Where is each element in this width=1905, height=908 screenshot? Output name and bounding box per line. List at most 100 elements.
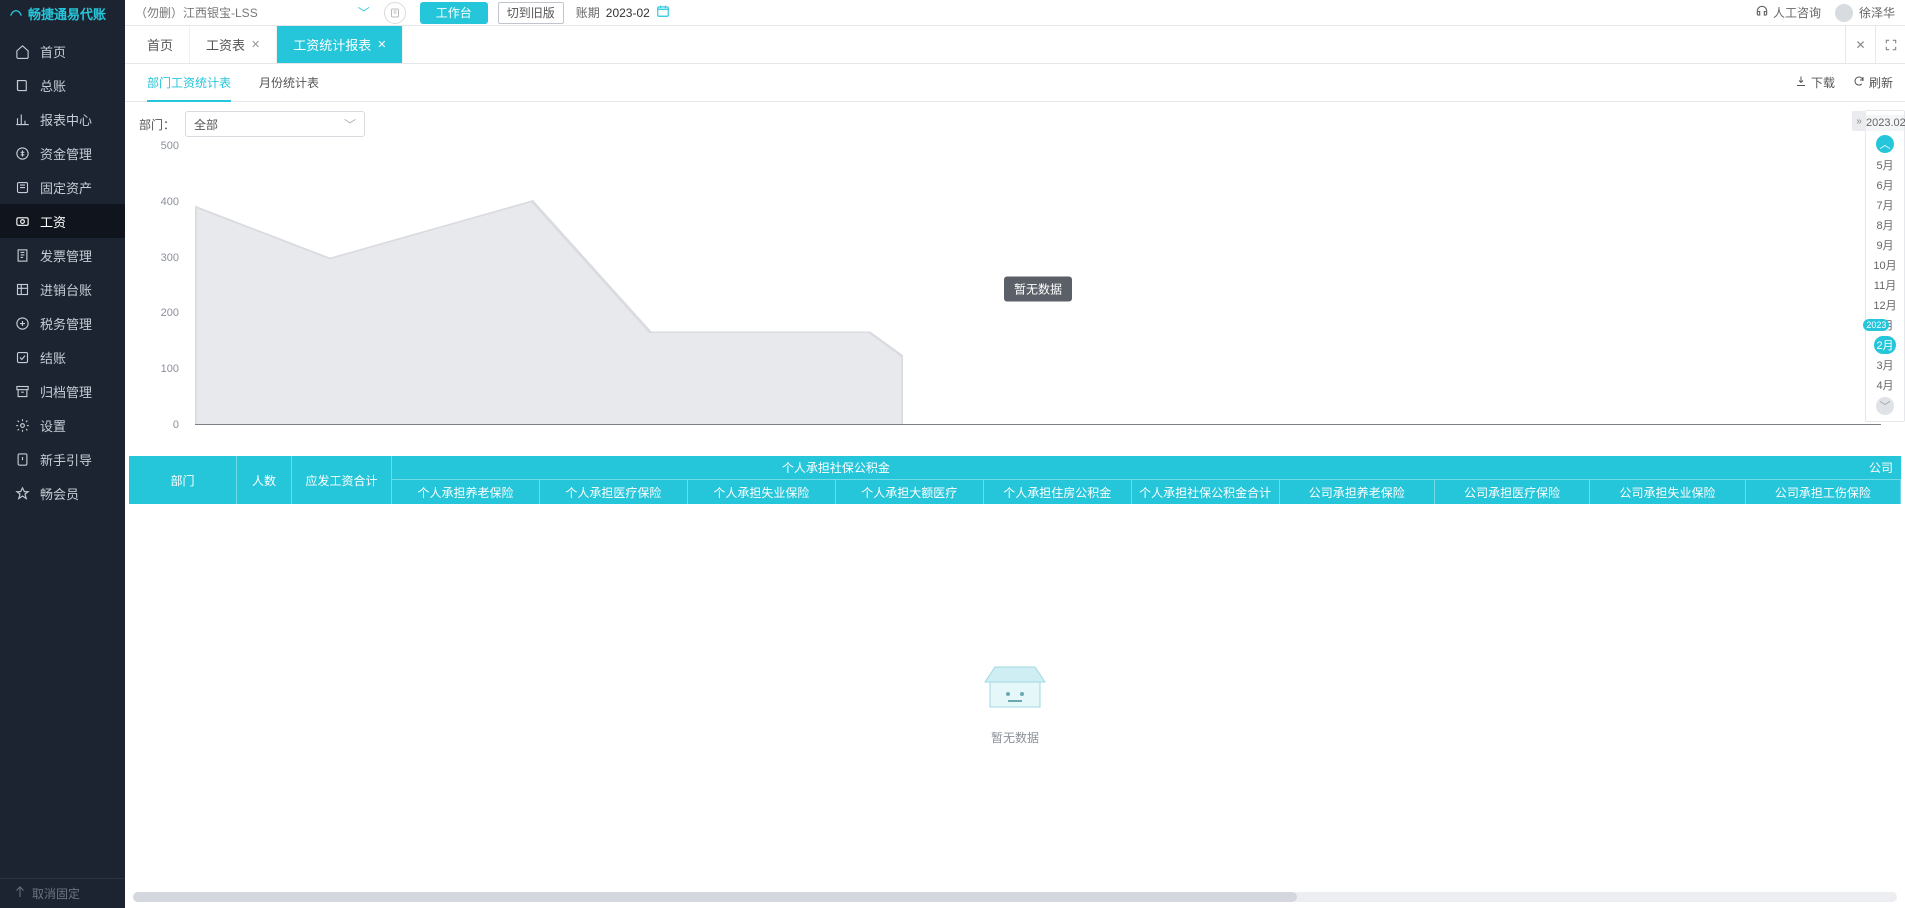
dept-select-value: 全部: [194, 116, 218, 133]
sidebar-item-money[interactable]: 资金管理: [0, 136, 125, 170]
th-group-personal-title: 个人承担社保公积金: [392, 456, 1280, 480]
subtab-0[interactable]: 部门工资统计表: [137, 64, 241, 102]
sidebar-item-salary[interactable]: 工资: [0, 204, 125, 238]
sidebar-unpin[interactable]: 取消固定: [0, 878, 125, 908]
scrollbar-thumb[interactable]: [133, 892, 1297, 902]
calendar-icon[interactable]: [656, 4, 670, 21]
sidebar-item-label: 税务管理: [40, 314, 92, 333]
sidebar-item-label: 结账: [40, 348, 66, 367]
th-sub: 个人承担大额医疗: [836, 480, 984, 504]
archive-icon: [14, 383, 30, 399]
username: 徐泽华: [1859, 4, 1895, 21]
org-selector[interactable]: （勿删） 江西银宝-LSS ﹀: [135, 4, 370, 21]
month-rail-item[interactable]: 9月: [1873, 235, 1896, 255]
refresh-icon: [1853, 75, 1865, 90]
sidebar-item-label: 首页: [40, 42, 66, 61]
chart-plot: 暂无数据: [195, 152, 1881, 425]
download-button[interactable]: 下载: [1795, 74, 1835, 91]
panel: 部门工资统计表月份统计表 下载 刷新: [125, 64, 1905, 908]
close-all-tabs-button[interactable]: ✕: [1845, 26, 1875, 64]
dept-select[interactable]: 全部 ﹀: [185, 111, 365, 137]
sidebar-item-book[interactable]: 总账: [0, 68, 125, 102]
workspace-button-label: 工作台: [436, 4, 472, 21]
sidebar-item-label: 进销台账: [40, 280, 92, 299]
workspace-button[interactable]: 工作台: [420, 2, 488, 24]
download-icon: [1795, 75, 1807, 90]
chart-no-data-tooltip: 暂无数据: [1004, 276, 1072, 301]
month-rail-head[interactable]: 2023.02: [1866, 115, 1904, 131]
report-subtabs: 部门工资统计表月份统计表 下载 刷新: [125, 64, 1905, 102]
month-rail-item[interactable]: 6月: [1873, 175, 1896, 195]
period-value: 2023-02: [606, 6, 650, 20]
chart-area: [195, 152, 903, 425]
month-rail-item[interactable]: 3月: [1873, 355, 1896, 375]
switch-old-button[interactable]: 切到旧版: [498, 2, 564, 24]
th-sub: 个人承担医疗保险: [540, 480, 688, 504]
book-icon: [14, 77, 30, 93]
th-group-company-title: 公司: [1280, 456, 1901, 480]
table-horizontal-scrollbar[interactable]: [133, 892, 1897, 902]
sidebar-item-gear[interactable]: 设置: [0, 408, 125, 442]
subtab-1[interactable]: 月份统计表: [249, 64, 329, 102]
money-icon: [14, 145, 30, 161]
tax-icon: [14, 315, 30, 331]
avatar[interactable]: [1835, 4, 1853, 22]
th-sub: 个人承担社保公积金合计: [1132, 480, 1280, 504]
month-rail-item[interactable]: 11月: [1873, 275, 1896, 295]
support-link[interactable]: 人工咨询: [1755, 4, 1821, 21]
month-rail-up[interactable]: ︿: [1876, 135, 1894, 153]
month-rail-item[interactable]: 2月: [1873, 335, 1896, 355]
salary-icon: [14, 213, 30, 229]
support-label: 人工咨询: [1773, 4, 1821, 21]
month-rail-item[interactable]: 8月: [1873, 215, 1896, 235]
sidebar-item-ledger[interactable]: 进销台账: [0, 272, 125, 306]
tab-1[interactable]: 工资表✕: [190, 26, 277, 63]
tab-0[interactable]: 首页: [131, 26, 190, 63]
org-name: 江西银宝-LSS: [183, 4, 258, 21]
sidebar-item-tax[interactable]: 税务管理: [0, 306, 125, 340]
month-rail-item[interactable]: 10月: [1873, 255, 1896, 275]
chevron-down-icon: ﹀: [358, 4, 370, 21]
month-rail-down[interactable]: ﹀: [1876, 397, 1894, 415]
sidebar-item-invoice[interactable]: 发票管理: [0, 238, 125, 272]
refresh-button[interactable]: 刷新: [1853, 74, 1893, 91]
year-badge: 2023: [1863, 319, 1889, 331]
refresh-label: 刷新: [1869, 74, 1893, 91]
th-dept: 部门: [129, 456, 237, 504]
month-rail-item[interactable]: 1月2023: [1873, 315, 1896, 335]
sidebar-item-asset[interactable]: 固定资产: [0, 170, 125, 204]
month-rail-item[interactable]: 12月: [1873, 295, 1896, 315]
th-count: 人数: [237, 456, 292, 504]
close-icon[interactable]: ✕: [377, 38, 386, 51]
sidebar-nav: 首页总账报表中心资金管理固定资产工资发票管理进销台账税务管理结账归档管理设置新手…: [0, 26, 125, 878]
sidebar-item-label: 固定资产: [40, 178, 92, 197]
period-label: 账期: [576, 4, 600, 21]
tabs-actions: ✕: [1845, 26, 1905, 63]
sidebar-item-vip[interactable]: 畅会员: [0, 476, 125, 510]
sidebar-item-home[interactable]: 首页: [0, 34, 125, 68]
sidebar-item-label: 报表中心: [40, 110, 92, 129]
home-icon: [14, 43, 30, 59]
sidebar-item-close[interactable]: 结账: [0, 340, 125, 374]
close-icon[interactable]: ✕: [251, 38, 260, 51]
month-rail-item[interactable]: 5月: [1873, 155, 1896, 175]
th-group-company-cols: 公司 公司承担养老保险公司承担医疗保险公司承担失业保险公司承担工伤保险: [1280, 456, 1901, 504]
sidebar-item-guide[interactable]: 新手引导: [0, 442, 125, 476]
org-detail-button[interactable]: [384, 2, 406, 24]
sidebar: 畅捷通易代账 首页总账报表中心资金管理固定资产工资发票管理进销台账税务管理结账归…: [0, 0, 125, 908]
empty-box-icon: [975, 647, 1055, 717]
fullscreen-button[interactable]: [1875, 26, 1905, 64]
salary-area-chart: 0100200300400500 暂无数据: [139, 146, 1891, 446]
page-tabs: 首页工资表✕工资统计报表✕ ✕: [125, 26, 1905, 64]
sidebar-item-archive[interactable]: 归档管理: [0, 374, 125, 408]
month-rail-item[interactable]: 4月: [1873, 375, 1896, 395]
sidebar-item-label: 归档管理: [40, 382, 92, 401]
month-rail-collapse[interactable]: »: [1852, 111, 1866, 131]
month-rail-item[interactable]: 7月: [1873, 195, 1896, 215]
sidebar-item-chart[interactable]: 报表中心: [0, 102, 125, 136]
tab-2[interactable]: 工资统计报表✕: [277, 26, 403, 63]
y-tick: 500: [161, 140, 179, 152]
dept-filter-label: 部门：: [139, 116, 175, 133]
y-tick: 0: [173, 419, 179, 431]
brand-text: 畅捷通易代账: [28, 4, 106, 23]
